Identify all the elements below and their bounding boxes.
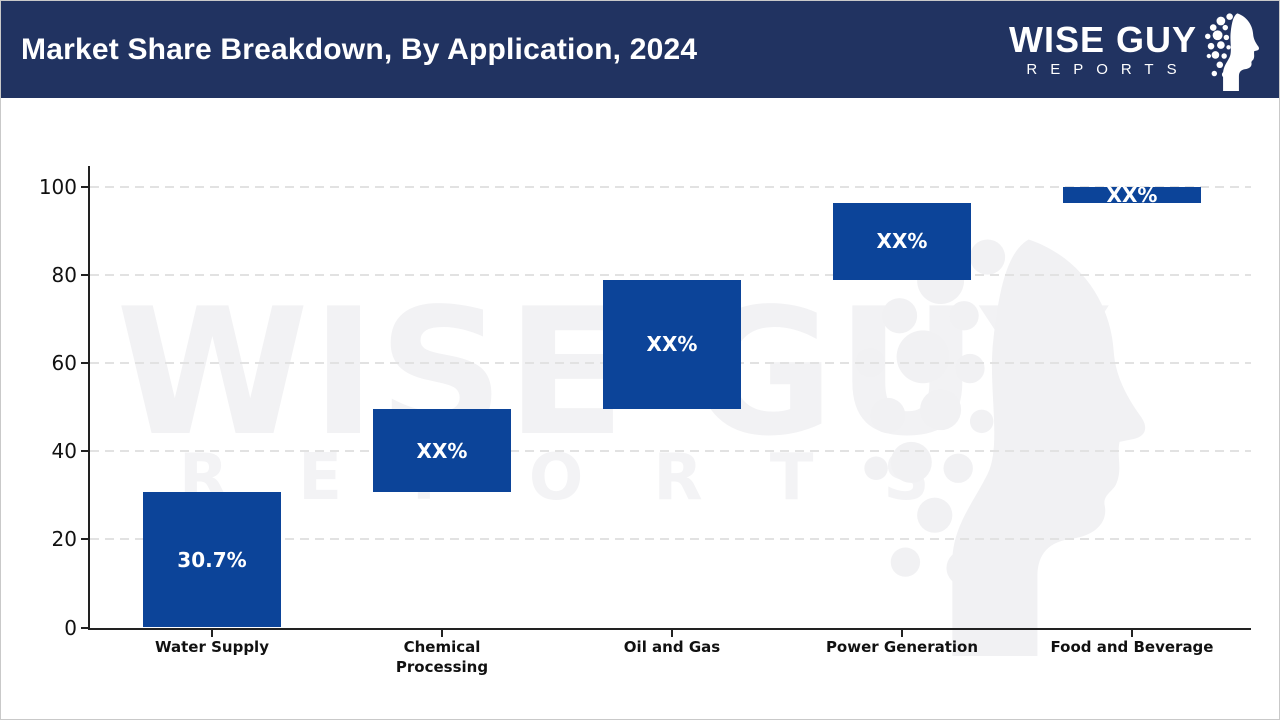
y-tick-mark-80	[81, 274, 88, 277]
y-tick-label-100: 100	[38, 175, 77, 199]
bar-value-label: XX%	[646, 332, 698, 357]
x-tick-mark-4	[901, 629, 903, 637]
bar-food-and-beverage: XX%	[1063, 183, 1201, 207]
y-tick-label-40: 40	[51, 439, 77, 464]
bar-value-label: 30.7%	[177, 547, 247, 572]
y-tick-mark-20	[81, 538, 88, 541]
x-axis	[88, 627, 1251, 630]
category-label-oil-and-gas: Oil and Gas	[623, 638, 721, 656]
wiseguy-logo: WISE GUY REPORTS	[1009, 9, 1267, 91]
logo-wordmark: WISE GUY	[1008, 19, 1197, 60]
category-label-food-and-beverage: Food and Beverage	[1050, 638, 1214, 656]
gridline-40	[90, 450, 1251, 453]
wiseguy-head-icon	[1205, 12, 1260, 91]
page-title: Market Share Breakdown, By Application, …	[21, 32, 698, 66]
category-label-water-supply: Water Supply	[155, 638, 269, 656]
header-bar: Market Share Breakdown, By Application, …	[1, 1, 1279, 98]
x-tick-mark-2	[441, 629, 443, 637]
bar-value-label: XX%	[416, 438, 468, 463]
y-tick-mark-0	[81, 626, 88, 629]
gridline-100	[90, 186, 1251, 188]
category-label-power-generation: Power Generation	[825, 638, 979, 656]
x-tick-mark-3	[671, 629, 673, 637]
y-tick-mark-40	[81, 450, 88, 453]
wiseguy-logo-text: WISE GUY REPORTS	[1008, 19, 1197, 78]
category-label-chemical-processing: Chemical Processing	[395, 638, 489, 676]
y-tick-label-0: 0	[64, 615, 77, 640]
logo-subtitle: REPORTS	[1026, 61, 1190, 78]
bar-oil-and-gas: XX%	[603, 279, 741, 409]
y-tick-mark-100	[81, 186, 88, 188]
gridline-80	[90, 274, 1251, 277]
gridline-20	[90, 538, 1251, 541]
y-tick-label-20: 20	[51, 527, 77, 552]
y-axis	[88, 166, 90, 630]
bar-value-label: XX%	[876, 229, 928, 254]
y-tick-label-60: 60	[51, 351, 77, 376]
y-tick-label-80: 80	[51, 263, 77, 288]
bar-water-supply: 30.7%	[143, 492, 281, 628]
y-tick-mark-60	[81, 362, 88, 365]
x-tick-mark-1	[211, 629, 213, 637]
bar-value-label: XX%	[1106, 182, 1158, 207]
bar-power-generation: XX%	[833, 202, 971, 280]
x-tick-mark-5	[1131, 629, 1133, 637]
bar-chemical-processing: XX%	[373, 409, 511, 493]
